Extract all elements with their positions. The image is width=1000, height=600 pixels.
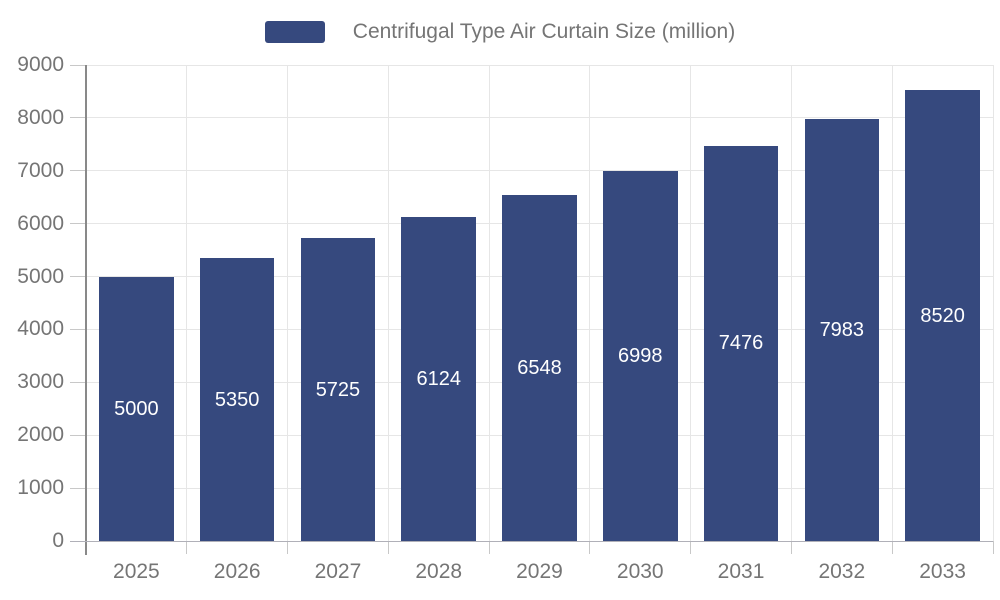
y-axis-label: 5000 xyxy=(17,264,64,288)
x-axis-tick xyxy=(992,541,994,554)
y-axis-label: 6000 xyxy=(17,211,64,235)
x-axis-tick xyxy=(186,541,188,554)
y-axis-label: 3000 xyxy=(17,370,64,394)
y-axis-tick xyxy=(70,276,86,278)
x-axis-tick xyxy=(488,541,490,554)
x-axis-line xyxy=(70,541,993,542)
x-axis-label: 2033 xyxy=(919,560,966,583)
x-gridline xyxy=(589,65,591,541)
legend: Centrifugal Type Air Curtain Size (milli… xyxy=(0,14,1000,50)
x-gridline xyxy=(488,65,490,541)
bar-2028 xyxy=(401,217,476,541)
bar-value-label: 5350 xyxy=(214,388,260,411)
x-axis-label: 2029 xyxy=(516,560,563,583)
y-axis-tick xyxy=(70,117,86,119)
x-gridline xyxy=(387,65,389,541)
x-axis-tick xyxy=(891,541,893,554)
y-axis-label: 9000 xyxy=(17,53,64,76)
bar-value-label: 7476 xyxy=(718,332,764,355)
bar-2026 xyxy=(199,258,275,541)
y-gridline xyxy=(86,64,993,66)
y-axis-tick xyxy=(70,434,86,436)
bar-2030 xyxy=(602,170,678,541)
y-axis-tick xyxy=(70,328,86,330)
bar-value-label: 6124 xyxy=(416,368,461,391)
y-axis-tick xyxy=(70,64,86,66)
bar-2025 xyxy=(99,276,174,541)
x-axis-label: 2026 xyxy=(213,560,261,583)
x-axis-tick xyxy=(790,541,792,554)
bar-2033 xyxy=(905,90,980,541)
x-axis-tick xyxy=(287,541,289,554)
bar-2032 xyxy=(804,118,880,541)
y-axis-label: 4000 xyxy=(17,317,64,341)
x-axis-label: 2028 xyxy=(415,560,463,583)
bar-value-label: 5000 xyxy=(114,397,159,420)
legend-label: Centrifugal Type Air Curtain Size (milli… xyxy=(352,20,736,43)
y-gridline xyxy=(86,117,993,119)
y-axis-tick xyxy=(70,381,86,383)
bar-value-label: 8520 xyxy=(920,304,965,327)
y-gridline xyxy=(86,170,993,172)
bar-value-label: 5725 xyxy=(315,378,361,401)
bar-value-label: 6548 xyxy=(517,356,562,379)
x-axis-label: 2032 xyxy=(818,560,866,583)
y-axis-label: 0 xyxy=(52,529,64,552)
bar-value-label: 6998 xyxy=(618,344,663,367)
y-axis-tick xyxy=(70,223,86,225)
legend-swatch xyxy=(264,21,325,43)
x-gridline xyxy=(287,65,289,541)
x-gridline xyxy=(992,65,994,541)
y-axis-label: 2000 xyxy=(17,423,64,447)
x-axis-label: 2031 xyxy=(717,560,765,583)
y-axis-label: 8000 xyxy=(17,105,64,129)
y-axis-label: 1000 xyxy=(17,476,64,500)
bar-value-label: 7983 xyxy=(819,318,865,341)
x-axis-tick xyxy=(690,541,692,554)
x-gridline xyxy=(891,65,893,541)
bar-2029 xyxy=(502,194,577,541)
x-axis-tick xyxy=(589,541,591,554)
x-gridline xyxy=(790,65,792,541)
x-gridline xyxy=(186,65,188,541)
x-axis-tick xyxy=(387,541,389,554)
bar-2027 xyxy=(300,238,376,541)
x-gridline xyxy=(690,65,692,541)
x-axis-label: 2027 xyxy=(314,560,362,583)
x-axis-label: 2030 xyxy=(616,560,664,583)
y-axis-tick xyxy=(70,170,86,172)
y-axis-label: 7000 xyxy=(17,158,64,182)
bar-2031 xyxy=(703,145,779,541)
y-axis-line xyxy=(85,65,87,555)
y-axis-tick xyxy=(70,487,86,489)
legend-item[interactable]: Centrifugal Type Air Curtain Size (milli… xyxy=(264,20,736,44)
x-axis-label: 2025 xyxy=(113,560,160,583)
